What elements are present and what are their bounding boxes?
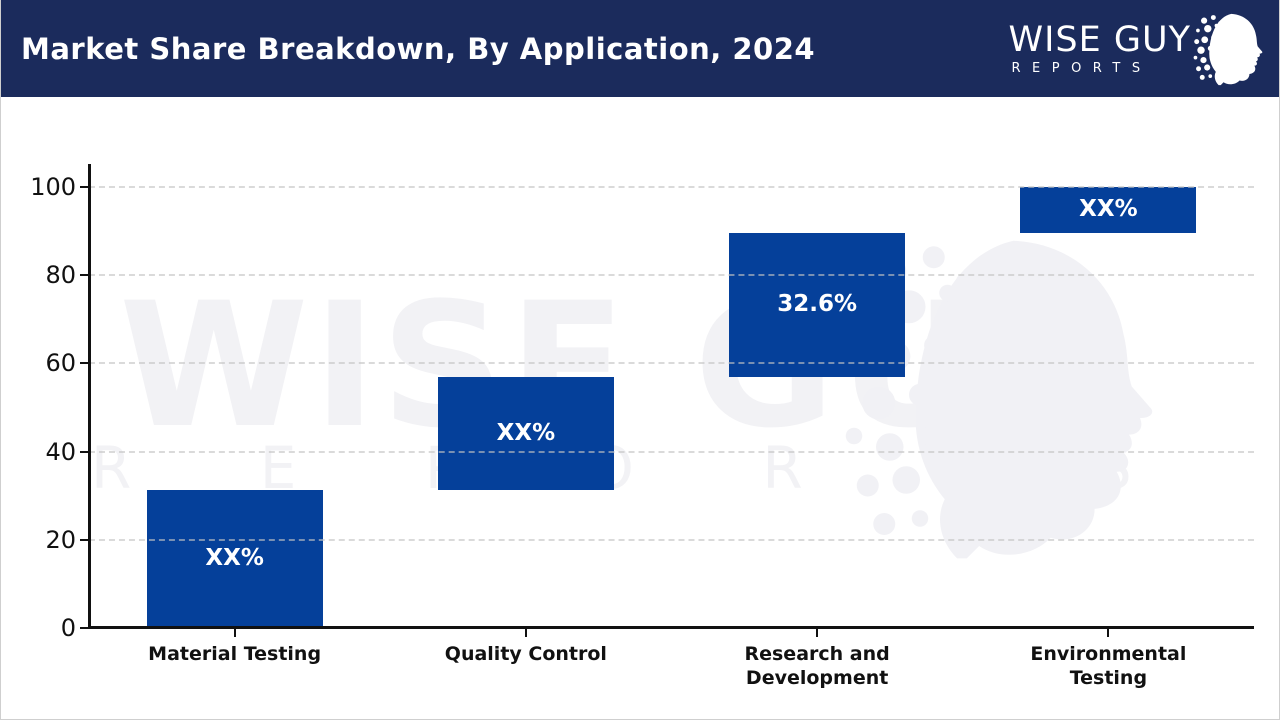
x-axis-tick <box>816 629 819 637</box>
page-title: Market Share Breakdown, By Application, … <box>21 31 816 66</box>
y-axis-tick <box>80 362 88 365</box>
bar <box>437 376 614 491</box>
x-axis-tick <box>524 629 527 637</box>
logo-head-icon <box>1193 13 1263 85</box>
y-tick-label: 80 <box>45 261 76 290</box>
grid-line <box>89 450 1254 453</box>
x-axis-line <box>88 626 1254 629</box>
logo-text: WISE GUY REPORTS <box>1008 19 1191 76</box>
y-axis-tick <box>80 450 88 453</box>
header-bar: Market Share Breakdown, By Application, … <box>1 0 1279 97</box>
x-category-label: Environmental Testing <box>1030 643 1187 690</box>
y-axis-tick <box>80 274 88 277</box>
watermark-subtitle: R E P O R T S <box>91 434 1187 502</box>
chart-plot-area: WISE GUY R E P O R T S 0 20 40 60 80 100 XX% Ma… <box>1 97 1279 719</box>
y-tick-label: 20 <box>45 525 76 554</box>
y-axis-line <box>88 164 91 628</box>
y-axis-tick <box>80 627 88 629</box>
x-category-label: Research and Development <box>744 643 890 690</box>
grid-line <box>89 186 1254 188</box>
y-axis-tick <box>80 538 88 541</box>
y-tick-label: 100 <box>30 173 76 201</box>
wise-guy-reports-logo: WISE GUY REPORTS <box>1008 7 1267 91</box>
x-category-label: Material Testing <box>148 643 322 665</box>
grid-line <box>89 538 1254 541</box>
bar <box>1020 187 1197 233</box>
bar-value-label: XX% <box>205 545 264 572</box>
y-axis-tick <box>80 186 88 188</box>
bar-value-label: 32.6% <box>777 290 858 317</box>
y-tick-label: 60 <box>45 349 76 378</box>
watermark-wordmark: WISE GUY <box>119 265 1112 466</box>
logo-wordmark: WISE GUY <box>1008 19 1191 60</box>
logo-subtitle: REPORTS <box>1011 60 1152 76</box>
bar-value-label: XX% <box>496 419 556 446</box>
grid-line <box>89 274 1254 277</box>
bar <box>146 490 323 628</box>
y-tick-label: 0 <box>60 614 76 642</box>
grid-line <box>89 362 1254 365</box>
x-axis-tick <box>233 629 236 637</box>
x-category-label: Quality Control <box>444 643 607 665</box>
x-axis-tick <box>1107 629 1110 637</box>
bar-value-label: XX% <box>1079 195 1138 222</box>
y-tick-label: 40 <box>45 437 76 466</box>
